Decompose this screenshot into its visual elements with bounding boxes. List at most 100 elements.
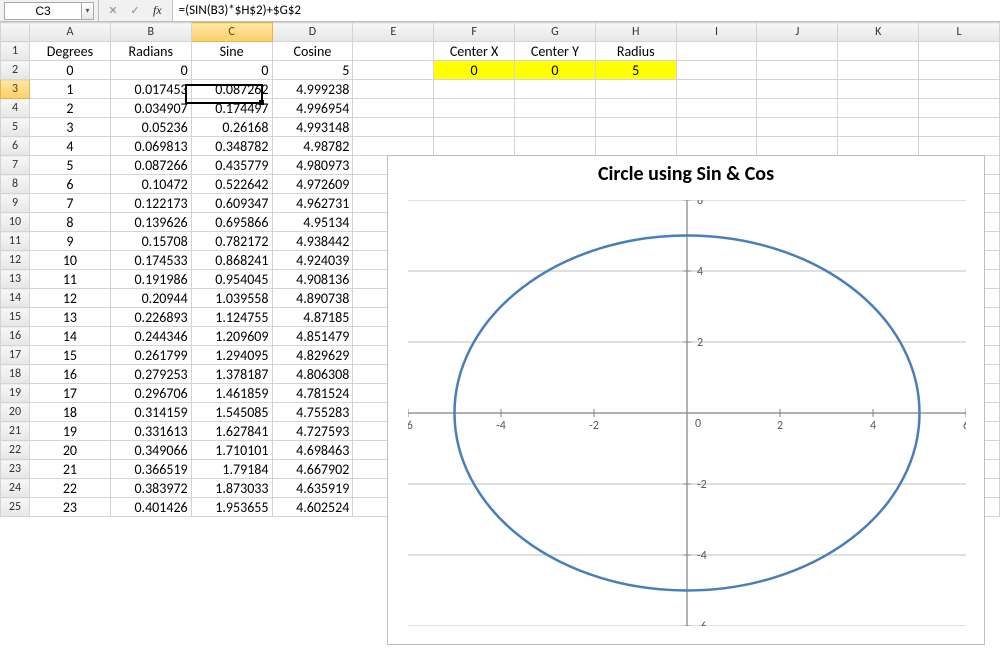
cell-D12[interactable]: 4.924039 xyxy=(272,251,353,270)
cell-C11[interactable]: 0.782172 xyxy=(191,232,272,251)
cell-L2[interactable] xyxy=(919,61,1000,80)
cell-C24[interactable]: 1.873033 xyxy=(191,479,272,498)
row-header-19[interactable]: 19 xyxy=(1,384,30,403)
row-header-14[interactable]: 14 xyxy=(1,289,30,308)
cell-D2[interactable]: 5 xyxy=(272,61,353,80)
cell-A25[interactable]: 23 xyxy=(30,498,111,517)
cell-C22[interactable]: 1.710101 xyxy=(191,441,272,460)
cell-A18[interactable]: 16 xyxy=(30,365,111,384)
cell-C19[interactable]: 1.461859 xyxy=(191,384,272,403)
cell-F4[interactable] xyxy=(434,99,515,118)
cell-D1[interactable]: Cosine xyxy=(272,42,353,61)
cell-C8[interactable]: 0.522642 xyxy=(191,175,272,194)
cancel-icon[interactable]: ✕ xyxy=(105,3,121,19)
cell-H5[interactable] xyxy=(595,118,676,137)
cell-B16[interactable]: 0.244346 xyxy=(110,327,191,346)
cell-A2[interactable]: 0 xyxy=(30,61,111,80)
cell-I3[interactable] xyxy=(676,80,757,99)
cell-C2[interactable]: 0 xyxy=(191,61,272,80)
cell-J2[interactable] xyxy=(757,61,838,80)
row-header-16[interactable]: 16 xyxy=(1,327,30,346)
cell-C16[interactable]: 1.209609 xyxy=(191,327,272,346)
cell-B12[interactable]: 0.174533 xyxy=(110,251,191,270)
cell-D11[interactable]: 4.938442 xyxy=(272,232,353,251)
cell-C13[interactable]: 0.954045 xyxy=(191,270,272,289)
cell-D15[interactable]: 4.87185 xyxy=(272,308,353,327)
cell-D19[interactable]: 4.781524 xyxy=(272,384,353,403)
cell-B17[interactable]: 0.261799 xyxy=(110,346,191,365)
cell-D14[interactable]: 4.890738 xyxy=(272,289,353,308)
row-header-11[interactable]: 11 xyxy=(1,232,30,251)
cell-E6[interactable] xyxy=(353,137,434,156)
cell-D3[interactable]: 4.999238 xyxy=(272,80,353,99)
row-header-13[interactable]: 13 xyxy=(1,270,30,289)
cell-C15[interactable]: 1.124755 xyxy=(191,308,272,327)
cell-D24[interactable]: 4.635919 xyxy=(272,479,353,498)
row-header-15[interactable]: 15 xyxy=(1,308,30,327)
row-header-4[interactable]: 4 xyxy=(1,99,30,118)
cell-B15[interactable]: 0.226893 xyxy=(110,308,191,327)
cell-D25[interactable]: 4.602524 xyxy=(272,498,353,517)
col-header-D[interactable]: D xyxy=(272,23,353,42)
cell-C12[interactable]: 0.868241 xyxy=(191,251,272,270)
formula-input[interactable]: =(SIN(B3)*$H$2)+$G$2 xyxy=(173,0,1000,21)
cell-B11[interactable]: 0.15708 xyxy=(110,232,191,251)
cell-A15[interactable]: 13 xyxy=(30,308,111,327)
cell-I4[interactable] xyxy=(676,99,757,118)
cell-A24[interactable]: 22 xyxy=(30,479,111,498)
cell-F1[interactable]: Center X xyxy=(434,42,515,61)
cell-C18[interactable]: 1.378187 xyxy=(191,365,272,384)
row-header-6[interactable]: 6 xyxy=(1,137,30,156)
cell-E4[interactable] xyxy=(353,99,434,118)
row-header-1[interactable]: 1 xyxy=(1,42,30,61)
row-header-24[interactable]: 24 xyxy=(1,479,30,498)
cell-D22[interactable]: 4.698463 xyxy=(272,441,353,460)
cell-A11[interactable]: 9 xyxy=(30,232,111,251)
cell-A3[interactable]: 1 xyxy=(30,80,111,99)
cell-G5[interactable] xyxy=(514,118,595,137)
cell-B9[interactable]: 0.122173 xyxy=(110,194,191,213)
cell-A20[interactable]: 18 xyxy=(30,403,111,422)
chart-circle[interactable]: Circle using Sin & Cos -6-4-20246-6-4-22… xyxy=(387,155,985,645)
cell-F2[interactable]: 0 xyxy=(434,61,515,80)
cell-D8[interactable]: 4.972609 xyxy=(272,175,353,194)
col-header-F[interactable]: F xyxy=(434,23,515,42)
cell-A16[interactable]: 14 xyxy=(30,327,111,346)
select-all-corner[interactable] xyxy=(1,23,30,42)
col-header-E[interactable]: E xyxy=(353,23,434,42)
cell-J5[interactable] xyxy=(757,118,838,137)
cell-J1[interactable] xyxy=(757,42,838,61)
cell-B2[interactable]: 0 xyxy=(110,61,191,80)
cell-D21[interactable]: 4.727593 xyxy=(272,422,353,441)
cell-E5[interactable] xyxy=(353,118,434,137)
cell-C9[interactable]: 0.609347 xyxy=(191,194,272,213)
cell-G4[interactable] xyxy=(514,99,595,118)
cell-C6[interactable]: 0.348782 xyxy=(191,137,272,156)
col-header-A[interactable]: A xyxy=(30,23,111,42)
cell-C3[interactable]: 0.087262 xyxy=(191,80,272,99)
fx-icon[interactable]: fx xyxy=(149,3,166,18)
col-header-G[interactable]: G xyxy=(514,23,595,42)
cell-B22[interactable]: 0.349066 xyxy=(110,441,191,460)
cell-B20[interactable]: 0.314159 xyxy=(110,403,191,422)
cell-B23[interactable]: 0.366519 xyxy=(110,460,191,479)
cell-K6[interactable] xyxy=(838,137,919,156)
cell-J3[interactable] xyxy=(757,80,838,99)
cell-L1[interactable] xyxy=(919,42,1000,61)
row-header-18[interactable]: 18 xyxy=(1,365,30,384)
row-header-5[interactable]: 5 xyxy=(1,118,30,137)
cell-L6[interactable] xyxy=(919,137,1000,156)
row-header-10[interactable]: 10 xyxy=(1,213,30,232)
row-header-7[interactable]: 7 xyxy=(1,156,30,175)
cell-C14[interactable]: 1.039558 xyxy=(191,289,272,308)
cell-L5[interactable] xyxy=(919,118,1000,137)
row-header-12[interactable]: 12 xyxy=(1,251,30,270)
cell-A9[interactable]: 7 xyxy=(30,194,111,213)
row-header-2[interactable]: 2 xyxy=(1,61,30,80)
col-header-K[interactable]: K xyxy=(838,23,919,42)
cell-A19[interactable]: 17 xyxy=(30,384,111,403)
cell-I2[interactable] xyxy=(676,61,757,80)
row-header-3[interactable]: 3 xyxy=(1,80,30,99)
cell-H1[interactable]: Radius xyxy=(595,42,676,61)
cell-A13[interactable]: 11 xyxy=(30,270,111,289)
